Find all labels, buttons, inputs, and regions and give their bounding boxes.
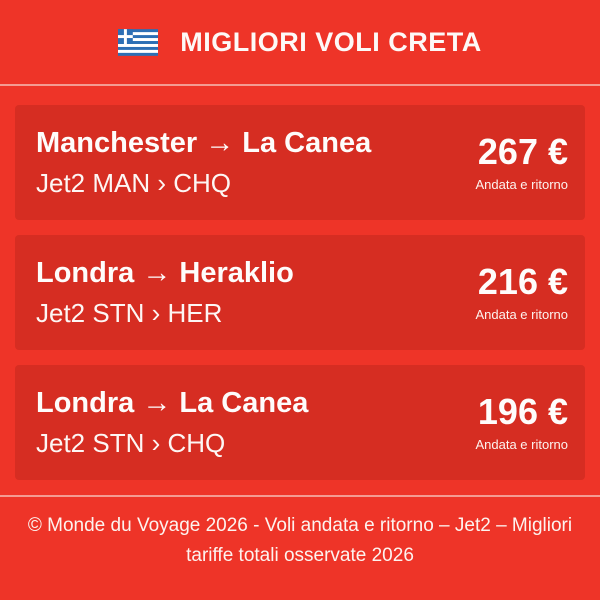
flight-price: 196 € bbox=[477, 390, 568, 432]
footer-line-1: © Monde du Voyage 2026 - Voli andata e r… bbox=[27, 515, 573, 536]
flight-detail: Jet2 STN › CHQ bbox=[36, 427, 226, 458]
flight-detail: Jet2 MAN › CHQ bbox=[36, 167, 232, 198]
flight-pricing: 196 € Andata e ritorno bbox=[475, 390, 568, 452]
footer-divider bbox=[0, 495, 600, 497]
flight-info: Londra → La Canea Jet2 STN › CHQ bbox=[36, 386, 309, 458]
footer-text: © Monde du Voyage 2026 - Voli andata e r… bbox=[0, 497, 600, 571]
flight-route: Londra → Heraklio bbox=[36, 256, 294, 289]
flight-list: Manchester → La Canea Jet2 MAN › CHQ 267… bbox=[0, 86, 600, 480]
header: MIGLIORI VOLI CRETA bbox=[0, 0, 600, 84]
flight-info: Londra → Heraklio Jet2 STN › HER bbox=[36, 256, 294, 328]
flight-detail: Jet2 STN › HER bbox=[36, 297, 223, 328]
flight-card-londra-lacanea[interactable]: Londra → La Canea Jet2 STN › CHQ 196 € A… bbox=[15, 365, 585, 480]
flight-price-note: Andata e ritorno bbox=[475, 306, 568, 322]
flight-route: Manchester → La Canea bbox=[36, 126, 372, 159]
flight-pricing: 216 € Andata e ritorno bbox=[475, 260, 568, 322]
flight-price-note: Andata e ritorno bbox=[475, 176, 568, 192]
flight-card-manchester-lacanea[interactable]: Manchester → La Canea Jet2 MAN › CHQ 267… bbox=[15, 105, 585, 220]
flight-card-londra-heraklio[interactable]: Londra → Heraklio Jet2 STN › HER 216 € A… bbox=[15, 235, 585, 350]
flight-price: 267 € bbox=[477, 130, 568, 172]
greece-flag-icon bbox=[118, 28, 159, 56]
page-title: MIGLIORI VOLI CRETA bbox=[180, 26, 482, 57]
flight-price: 216 € bbox=[477, 260, 568, 302]
footer-line-2: tariffe totali osservate 2026 bbox=[186, 545, 414, 566]
flight-route: Londra → La Canea bbox=[36, 386, 309, 419]
flight-pricing: 267 € Andata e ritorno bbox=[475, 130, 568, 192]
header-divider bbox=[0, 84, 600, 86]
flight-price-note: Andata e ritorno bbox=[475, 436, 568, 452]
flight-info: Manchester → La Canea Jet2 MAN › CHQ bbox=[36, 126, 372, 198]
